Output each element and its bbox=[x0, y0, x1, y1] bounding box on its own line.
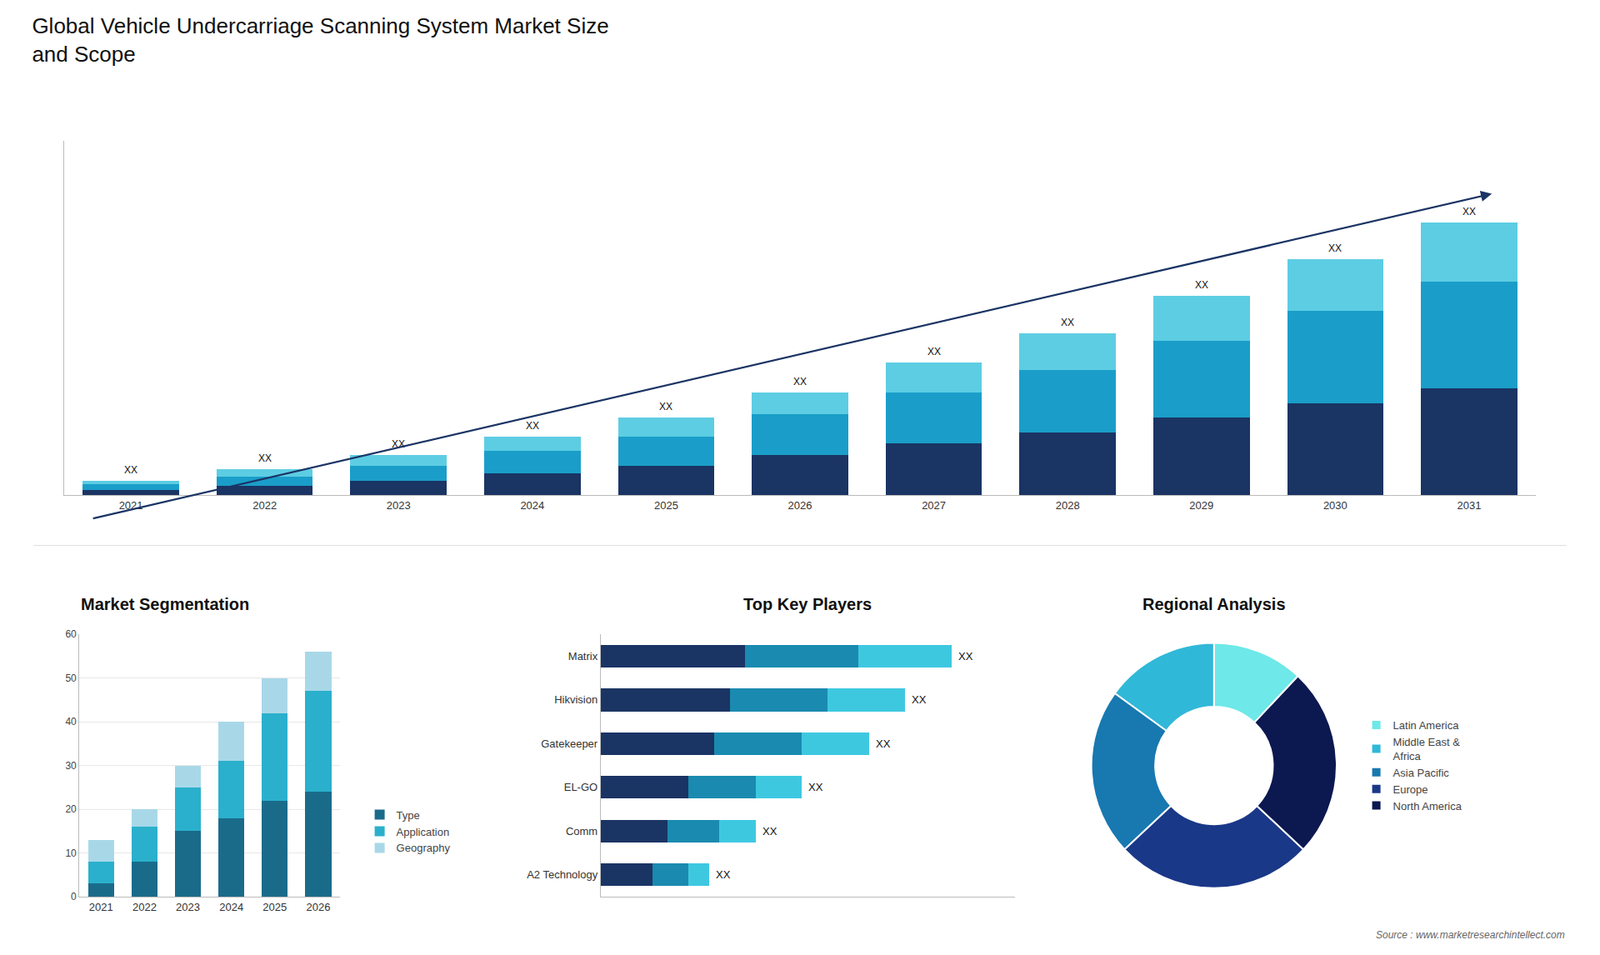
svg-text:Source : www.marketresearchint: Source : www.marketresearchintellect.com bbox=[1375, 929, 1565, 941]
svg-text:2021: 2021 bbox=[89, 900, 114, 914]
svg-text:2021: 2021 bbox=[119, 499, 144, 512]
svg-text:Gatekeeper: Gatekeeper bbox=[540, 737, 599, 750]
svg-text:2022: 2022 bbox=[252, 499, 277, 512]
svg-text:North America: North America bbox=[1393, 800, 1463, 813]
svg-text:XX: XX bbox=[1195, 279, 1209, 291]
svg-text:Comm: Comm bbox=[565, 825, 598, 838]
svg-text:2026: 2026 bbox=[788, 499, 813, 512]
svg-text:XX: XX bbox=[911, 693, 927, 706]
svg-text:30: 30 bbox=[65, 760, 77, 772]
svg-text:XX: XX bbox=[927, 345, 941, 358]
svg-text:XX: XX bbox=[762, 825, 778, 838]
svg-text:XX: XX bbox=[958, 650, 974, 663]
svg-text:2022: 2022 bbox=[132, 900, 157, 914]
svg-text:XX: XX bbox=[258, 452, 272, 465]
svg-text:Matrix: Matrix bbox=[568, 650, 599, 663]
svg-text:2024: 2024 bbox=[219, 900, 244, 914]
svg-text:10: 10 bbox=[65, 847, 77, 860]
svg-text:2025: 2025 bbox=[262, 900, 287, 914]
svg-text:Geography: Geography bbox=[396, 841, 451, 855]
svg-text:2027: 2027 bbox=[921, 499, 946, 512]
svg-text:2024: 2024 bbox=[520, 499, 545, 512]
svg-text:2025: 2025 bbox=[654, 499, 679, 512]
svg-text:50: 50 bbox=[65, 672, 77, 685]
svg-text:60: 60 bbox=[65, 628, 77, 640]
svg-text:Middle East &Africa: Middle East &Africa bbox=[1393, 735, 1461, 763]
svg-text:Application: Application bbox=[396, 825, 450, 839]
svg-text:A2 Technology: A2 Technology bbox=[526, 868, 599, 881]
svg-text:20: 20 bbox=[65, 803, 77, 815]
svg-text:XX: XX bbox=[659, 400, 673, 413]
svg-text:Top Key Players: Top Key Players bbox=[743, 595, 872, 614]
svg-text:Regional Analysis: Regional Analysis bbox=[1142, 595, 1286, 614]
svg-text:Asia Pacific: Asia Pacific bbox=[1393, 766, 1450, 780]
svg-text:EL-GO: EL-GO bbox=[564, 780, 598, 794]
svg-text:2023: 2023 bbox=[175, 900, 200, 914]
svg-text:XX: XX bbox=[1060, 316, 1075, 329]
svg-text:XX: XX bbox=[875, 737, 891, 750]
svg-text:Type: Type bbox=[396, 809, 420, 822]
svg-text:XX: XX bbox=[1328, 242, 1342, 255]
svg-text:XX: XX bbox=[808, 780, 824, 794]
svg-text:Global Vehicle Undercarriage S: Global Vehicle Undercarriage Scanning Sy… bbox=[31, 13, 609, 67]
svg-text:XX: XX bbox=[391, 438, 405, 450]
svg-text:2026: 2026 bbox=[305, 900, 330, 914]
svg-text:XX: XX bbox=[715, 868, 731, 881]
svg-text:Europe: Europe bbox=[1393, 783, 1429, 796]
svg-text:2028: 2028 bbox=[1055, 499, 1080, 512]
svg-text:0: 0 bbox=[70, 890, 77, 903]
svg-text:2029: 2029 bbox=[1189, 499, 1214, 512]
svg-text:2031: 2031 bbox=[1456, 499, 1481, 512]
svg-text:40: 40 bbox=[65, 715, 77, 728]
svg-text:2030: 2030 bbox=[1323, 499, 1348, 512]
svg-text:XX: XX bbox=[793, 375, 807, 388]
svg-text:2023: 2023 bbox=[386, 499, 411, 512]
svg-text:XX: XX bbox=[124, 464, 138, 476]
svg-text:Latin America: Latin America bbox=[1393, 719, 1460, 732]
svg-text:Market Segmentation: Market Segmentation bbox=[80, 595, 250, 614]
svg-text:Hikvision: Hikvision bbox=[554, 693, 598, 706]
svg-text:XX: XX bbox=[1462, 205, 1476, 218]
svg-text:XX: XX bbox=[525, 420, 540, 432]
